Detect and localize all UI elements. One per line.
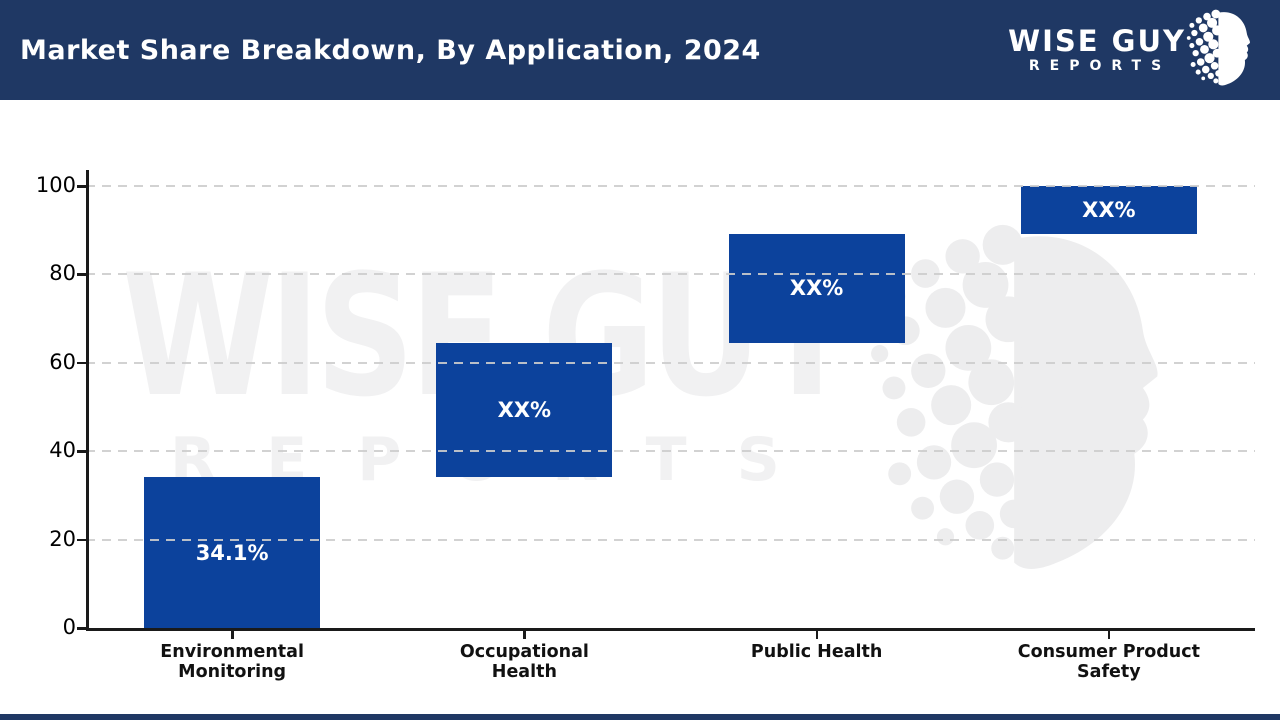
gridline bbox=[86, 185, 1255, 187]
bar-segment: XX% bbox=[728, 233, 905, 343]
x-axis-category-label-line: Health bbox=[491, 662, 557, 682]
y-axis-tick bbox=[77, 361, 86, 365]
dotted-head-profile-icon bbox=[1186, 9, 1250, 86]
brand-wordmark: WISE GUY REPORTS bbox=[1008, 24, 1186, 74]
y-axis-tick bbox=[77, 627, 86, 630]
gridline bbox=[86, 538, 1255, 541]
y-axis-tick bbox=[77, 450, 86, 453]
y-axis-tick-label: 20 bbox=[49, 526, 76, 551]
bar-value-label: XX% bbox=[789, 276, 844, 301]
gridline bbox=[86, 450, 1255, 453]
y-axis-tick bbox=[77, 185, 86, 188]
brand-logo: WISE GUY REPORTS bbox=[1008, 9, 1254, 91]
x-axis-category-label-line: Occupational bbox=[459, 642, 589, 662]
y-axis-line bbox=[86, 170, 89, 630]
bar-value-label: 34.1% bbox=[195, 540, 269, 565]
x-axis-tick bbox=[1107, 630, 1111, 639]
x-axis-category-label-line: Safety bbox=[1077, 662, 1141, 682]
brand-name: WISE GUY bbox=[1008, 24, 1186, 59]
gridline bbox=[86, 361, 1255, 364]
y-axis-tick-label: 40 bbox=[49, 438, 76, 463]
bar-segment: XX% bbox=[436, 342, 613, 478]
y-axis-tick-label: 60 bbox=[49, 349, 76, 374]
x-axis-category-label-line: Public Health bbox=[750, 642, 883, 662]
x-axis-category-label-line: Consumer Product bbox=[1017, 642, 1200, 662]
x-axis-line bbox=[86, 628, 1255, 631]
x-axis-category-label: Public Health bbox=[677, 642, 957, 662]
header-bar: Market Share Breakdown, By Application, … bbox=[0, 0, 1280, 100]
gridline bbox=[86, 273, 1255, 276]
x-axis-category-label-line: Monitoring bbox=[178, 662, 287, 682]
bar-segment: 34.1% bbox=[144, 477, 321, 628]
footer-bar bbox=[0, 714, 1280, 720]
bar-segment: XX% bbox=[1020, 186, 1197, 234]
x-axis-category-label: Environmental Monitoring bbox=[92, 642, 372, 682]
x-axis-tick bbox=[523, 630, 526, 639]
y-axis-tick-label: 80 bbox=[49, 261, 76, 286]
y-axis-tick bbox=[77, 273, 86, 276]
x-axis-tick bbox=[231, 630, 234, 639]
y-axis-tick-label: 0 bbox=[62, 615, 76, 639]
bar-value-label: XX% bbox=[1082, 197, 1136, 222]
y-axis-tick-label: 100 bbox=[35, 173, 76, 197]
chart-area: WISE GUY REPORTS 02040608010034.1%Enviro… bbox=[0, 100, 1280, 714]
bar-value-label: XX% bbox=[497, 398, 552, 423]
x-axis-category-label: Consumer Product Safety bbox=[969, 642, 1249, 682]
y-axis-tick bbox=[77, 538, 86, 542]
x-axis-category-label-line: Environmental bbox=[160, 642, 304, 662]
x-axis-tick bbox=[815, 630, 819, 639]
brand-subtitle: REPORTS bbox=[1028, 57, 1172, 74]
x-axis-category-label: Occupational Health bbox=[384, 642, 664, 682]
chart-title: Market Share Breakdown, By Application, … bbox=[20, 34, 761, 66]
